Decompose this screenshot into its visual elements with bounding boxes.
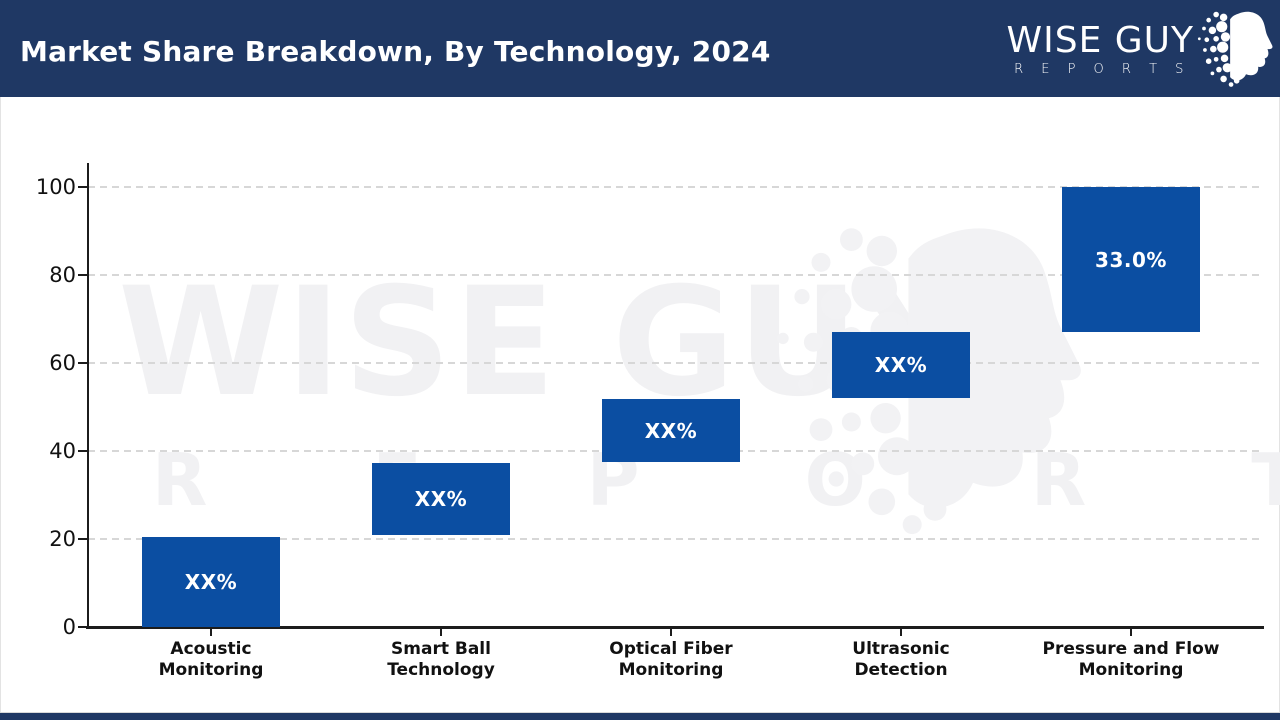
y-axis-spine [87, 163, 89, 628]
x-label-optical-fiber-monitoring: Optical Fiber Monitoring [609, 639, 733, 680]
y-tick-label-20: 20 [49, 527, 76, 551]
y-tick-0 [78, 626, 87, 628]
x-tick-acoustic-monitoring [210, 629, 212, 636]
x-tick-optical-fiber-monitoring [670, 629, 672, 636]
y-tick-40 [78, 450, 87, 452]
bar-smart-ball-technology: XX% [372, 462, 510, 535]
logo-text: WISE GUY R E P O R T S [1006, 19, 1195, 77]
gridline-60 [88, 362, 1262, 364]
y-tick-60 [78, 362, 87, 364]
bar-value-label: XX% [414, 486, 468, 511]
x-label-acoustic-monitoring: Acoustic Monitoring [158, 639, 264, 680]
page-title: Market Share Breakdown, By Technology, 2… [20, 35, 771, 68]
gridline-80 [88, 274, 1262, 276]
x-axis-spine [86, 626, 1264, 629]
wise-guy-face-icon [1197, 11, 1273, 87]
bar-pressure-and-flow-monitoring: 33.0% [1062, 187, 1200, 333]
y-tick-label-0: 0 [62, 615, 76, 639]
bar-value-label: XX% [644, 418, 698, 443]
bar-ultrasonic-detection: XX% [832, 332, 970, 399]
footer-bar [0, 713, 1280, 720]
logo-subtitle: R E P O R T S [1014, 61, 1191, 77]
gridline-20 [88, 538, 1262, 540]
x-label-smart-ball-technology: Smart Ball Technology [387, 639, 495, 680]
y-tick-label-60: 60 [49, 351, 76, 375]
y-tick-label-40: 40 [49, 439, 76, 463]
x-tick-ultrasonic-detection [900, 629, 902, 636]
y-tick-label-100: 100 [35, 175, 76, 199]
bottom-hairline [0, 712, 1280, 713]
y-tick-80 [78, 274, 87, 276]
x-tick-pressure-and-flow-monitoring [1130, 629, 1132, 636]
bar-value-label: XX% [874, 353, 928, 378]
bar-optical-fiber-monitoring: XX% [602, 399, 740, 462]
x-label-ultrasonic-detection: Ultrasonic Detection [852, 639, 950, 680]
y-tick-100 [78, 186, 87, 188]
header: Market Share Breakdown, By Technology, 2… [0, 0, 1280, 97]
bar-acoustic-monitoring: XX% [142, 536, 280, 627]
gridline-100 [88, 186, 1262, 188]
y-tick-label-80: 80 [49, 263, 76, 287]
bar-value-label: 33.0% [1095, 247, 1167, 272]
y-tick-20 [78, 538, 87, 540]
logo-wordmark: WISE GUY [1006, 19, 1194, 61]
x-tick-smart-ball-technology [440, 629, 442, 636]
logo: WISE GUY R E P O R T S [1007, 6, 1275, 92]
bar-value-label: XX% [184, 569, 238, 594]
x-label-pressure-and-flow-monitoring: Pressure and Flow Monitoring [1042, 639, 1220, 680]
